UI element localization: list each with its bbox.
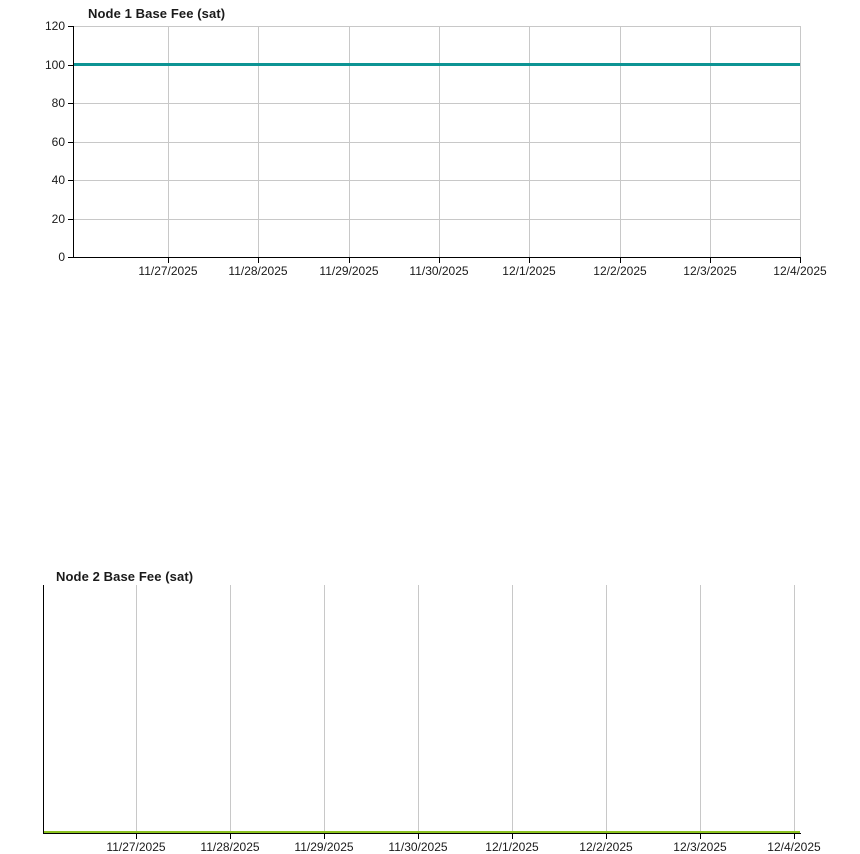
- x-axis-tick: [606, 834, 607, 839]
- x-axis-tick: [529, 258, 530, 263]
- gridline-horizontal: [73, 219, 800, 220]
- y-axis-label: 80: [51, 96, 65, 110]
- gridline-vertical: [324, 585, 325, 833]
- x-axis-label: 12/3/2025: [673, 840, 727, 854]
- y-axis-label: 100: [44, 58, 65, 72]
- y-axis-label: 20: [51, 212, 65, 226]
- gridline-vertical: [606, 585, 607, 833]
- y-axis-label: 120: [44, 19, 65, 33]
- x-axis-label: 12/2/2025: [593, 264, 647, 278]
- gridline-horizontal: [73, 26, 800, 27]
- gridline-vertical: [418, 585, 419, 833]
- y-axis-label: 40: [51, 173, 65, 187]
- gridline-vertical: [258, 26, 259, 257]
- y-axis-tick: [68, 26, 73, 27]
- x-axis-label: 12/1/2025: [502, 264, 556, 278]
- x-axis-label: 12/3/2025: [683, 264, 737, 278]
- gridline-vertical: [529, 26, 530, 257]
- gridline-vertical: [794, 585, 795, 833]
- gridline-vertical: [349, 26, 350, 257]
- x-axis-tick: [324, 834, 325, 839]
- y-axis-tick: [68, 65, 73, 66]
- chart-title-node2: Node 2 Base Fee (sat): [56, 569, 194, 584]
- y-axis-tick: [68, 103, 73, 104]
- y-axis-label: 60: [51, 135, 65, 149]
- x-axis-label: 11/30/2025: [409, 264, 469, 278]
- x-axis-label: 12/2/2025: [579, 840, 633, 854]
- x-axis-line: [73, 257, 801, 258]
- x-axis-label: 11/28/2025: [200, 840, 260, 854]
- chart-panel-node2: Node 2 Base Fee (sat) 11/27/2025 11/28/20…: [0, 285, 860, 854]
- x-axis-label: 11/27/2025: [138, 264, 198, 278]
- chart-panel-node1: Node 1 Base Fee (sat) 0 20 40 60 80 100 120 11/…: [0, 0, 860, 285]
- x-axis-label: 12/4/2025: [767, 840, 821, 854]
- gridline-horizontal: [73, 180, 800, 181]
- x-axis-tick: [349, 258, 350, 263]
- gridline-vertical: [710, 26, 711, 257]
- x-axis-tick: [700, 834, 701, 839]
- x-axis-label: 11/30/2025: [388, 840, 448, 854]
- x-axis-tick: [710, 258, 711, 263]
- x-axis-label: 12/4/2025: [773, 264, 827, 278]
- x-axis-tick: [512, 834, 513, 839]
- y-axis-line: [43, 585, 44, 834]
- x-axis-line: [43, 833, 801, 834]
- y-axis-line: [73, 26, 74, 258]
- y-axis-tick: [68, 142, 73, 143]
- x-axis-label: 11/27/2025: [106, 840, 166, 854]
- x-axis-label: 12/1/2025: [485, 840, 539, 854]
- x-axis-tick: [418, 834, 419, 839]
- series-line-node-1-base-fee: [73, 63, 800, 66]
- gridline-vertical: [136, 585, 137, 833]
- x-axis-tick: [800, 258, 801, 263]
- x-axis-tick: [620, 258, 621, 263]
- x-axis-label: 11/29/2025: [319, 264, 379, 278]
- y-axis-tick: [68, 180, 73, 181]
- x-axis-tick: [794, 834, 795, 839]
- gridline-horizontal: [73, 142, 800, 143]
- gridline-vertical: [700, 585, 701, 833]
- gridline-vertical: [230, 585, 231, 833]
- x-axis-label: 11/29/2025: [294, 840, 354, 854]
- y-axis-tick: [68, 219, 73, 220]
- gridline-vertical: [620, 26, 621, 257]
- x-axis-tick: [258, 258, 259, 263]
- gridline-horizontal: [73, 103, 800, 104]
- x-axis-label: 11/28/2025: [228, 264, 288, 278]
- x-axis-tick: [439, 258, 440, 263]
- chart-title-node1: Node 1 Base Fee (sat): [88, 6, 226, 21]
- x-axis-tick: [168, 258, 169, 263]
- gridline-vertical: [512, 585, 513, 833]
- gridline-vertical: [800, 26, 801, 257]
- gridline-vertical: [168, 26, 169, 257]
- y-axis-label: 0: [58, 250, 65, 264]
- y-axis-tick: [68, 257, 73, 258]
- x-axis-tick: [136, 834, 137, 839]
- gridline-vertical: [439, 26, 440, 257]
- x-axis-tick: [230, 834, 231, 839]
